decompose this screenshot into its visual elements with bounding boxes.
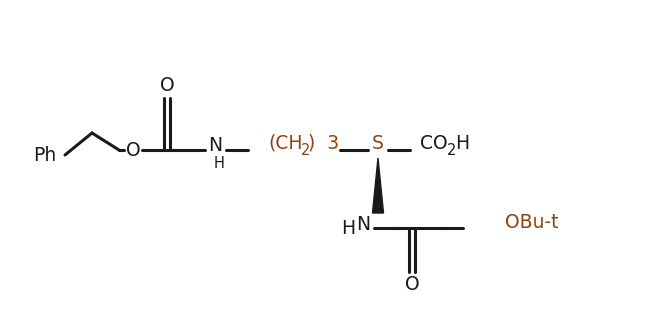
Text: Ph: Ph [34, 145, 57, 164]
Text: (CH: (CH [268, 133, 302, 152]
Text: N: N [208, 136, 222, 154]
Text: OBu-t: OBu-t [505, 213, 558, 232]
Polygon shape [373, 158, 384, 213]
Text: )  3: ) 3 [308, 133, 339, 152]
Text: H: H [214, 155, 225, 171]
Text: 2: 2 [301, 142, 310, 158]
Text: O: O [160, 76, 174, 95]
Text: CO: CO [420, 133, 447, 152]
Text: O: O [405, 275, 419, 294]
Text: N: N [356, 215, 370, 234]
Text: O: O [125, 141, 141, 160]
Text: H: H [455, 133, 469, 152]
Text: S: S [372, 133, 384, 152]
Text: 2: 2 [447, 142, 457, 158]
Text: H: H [341, 218, 355, 237]
